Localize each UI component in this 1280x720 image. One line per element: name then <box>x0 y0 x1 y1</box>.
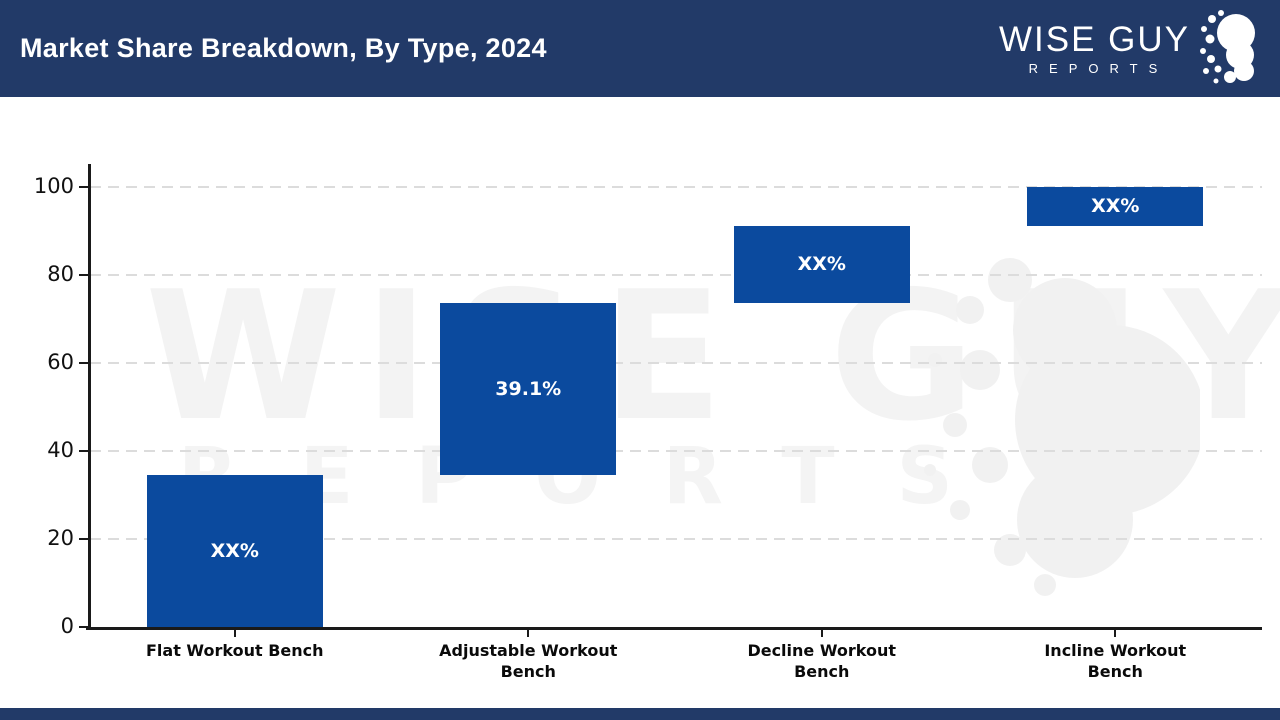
footer-bar <box>0 708 1280 720</box>
wiseguy-logo: WISE GUY REPORTS <box>999 9 1262 89</box>
ytick-label-80: 80 <box>47 262 74 286</box>
gridline-40 <box>90 450 1262 452</box>
ytick-mark-0 <box>79 626 88 628</box>
page-title: Market Share Breakdown, By Type, 2024 <box>20 33 547 63</box>
ytick-label-100: 100 <box>33 174 74 198</box>
wiseguy-head-icon <box>1200 9 1255 83</box>
bar-flat-workout-bench: XX% <box>146 474 323 627</box>
gridline-80 <box>90 274 1262 276</box>
ytick-mark-60 <box>79 362 88 364</box>
ytick-label-40: 40 <box>47 438 74 462</box>
ytick-mark-20 <box>79 538 88 540</box>
xtick-label-1: Adjustable Workout Bench <box>439 641 618 682</box>
ytick-label-0: 0 <box>60 614 74 638</box>
xtick-label-3: Incline Workout Bench <box>1044 641 1187 682</box>
x-axis <box>86 627 1262 630</box>
ytick-mark-40 <box>79 450 88 452</box>
bar-value-label: XX% <box>210 539 259 562</box>
bar-value-label: XX% <box>1091 195 1140 218</box>
ytick-mark-80 <box>79 274 88 276</box>
gridline-100 <box>90 186 1262 188</box>
y-axis <box>88 164 91 630</box>
gridline-20 <box>90 538 1262 540</box>
bar-value-label: 39.1% <box>495 377 562 400</box>
xtick-label-0: Flat Workout Bench <box>145 641 324 660</box>
logo-reports-label: REPORTS <box>1028 61 1169 76</box>
xtick-mark-1 <box>527 629 530 637</box>
ytick-mark-100 <box>79 186 88 188</box>
xtick-mark-0 <box>233 629 236 637</box>
xtick-label-2: Decline Workout Bench <box>747 641 897 682</box>
bar-adjustable-workout-bench: 39.1% <box>440 302 617 475</box>
logo-wiseguy-label: WISE GUY <box>998 20 1190 59</box>
ytick-label-20: 20 <box>47 526 74 550</box>
bar-decline-workout-bench: XX% <box>733 225 910 303</box>
xtick-mark-3 <box>1114 629 1117 637</box>
xtick-mark-2 <box>820 629 823 637</box>
wiseguy-logo-text: WISE GUY REPORTS <box>999 22 1190 75</box>
ytick-label-60: 60 <box>47 350 74 374</box>
bar-value-label: XX% <box>797 253 846 276</box>
gridline-60 <box>90 362 1262 364</box>
header: Market Share Breakdown, By Type, 2024 WI… <box>0 0 1280 97</box>
bar-incline-workout-bench: XX% <box>1027 187 1204 226</box>
